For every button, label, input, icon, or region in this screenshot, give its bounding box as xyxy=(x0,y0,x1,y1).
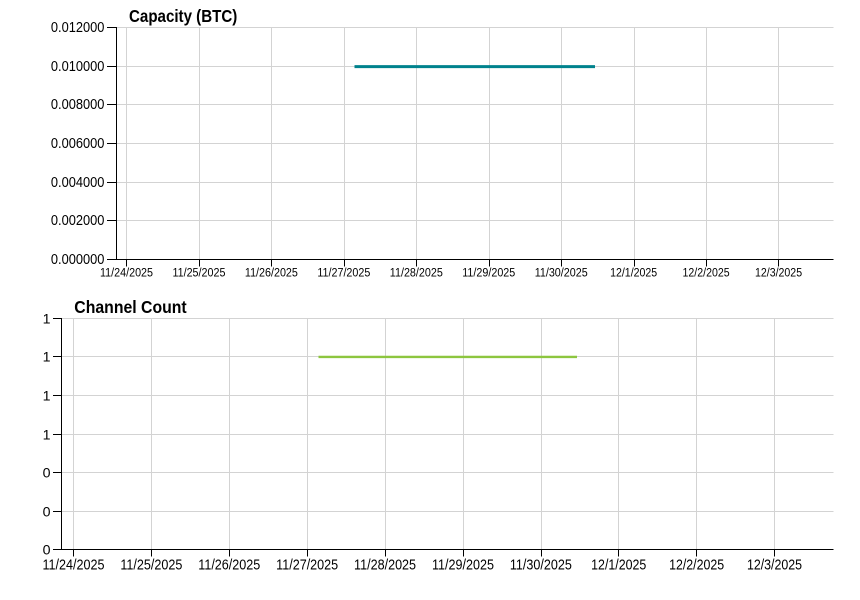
svg-text:0: 0 xyxy=(43,504,51,520)
svg-text:12/3/2025: 12/3/2025 xyxy=(755,267,802,279)
svg-text:0.000000: 0.000000 xyxy=(51,252,105,268)
svg-text:11/26/2025: 11/26/2025 xyxy=(245,267,298,279)
svg-text:11/28/2025: 11/28/2025 xyxy=(354,557,416,573)
svg-text:11/26/2025: 11/26/2025 xyxy=(198,557,260,573)
svg-text:0.008000: 0.008000 xyxy=(51,97,105,113)
svg-text:12/2/2025: 12/2/2025 xyxy=(683,267,730,279)
svg-text:11/28/2025: 11/28/2025 xyxy=(390,267,443,279)
svg-text:1: 1 xyxy=(43,427,51,443)
svg-text:11/24/2025: 11/24/2025 xyxy=(43,557,105,573)
svg-text:0.002000: 0.002000 xyxy=(51,213,105,229)
svg-text:0.010000: 0.010000 xyxy=(51,59,105,75)
svg-text:11/30/2025: 11/30/2025 xyxy=(535,267,588,279)
svg-text:Channel Count: Channel Count xyxy=(74,297,187,317)
svg-text:0: 0 xyxy=(43,465,51,481)
svg-text:0.004000: 0.004000 xyxy=(51,175,105,191)
svg-text:1: 1 xyxy=(43,349,51,365)
svg-text:12/1/2025: 12/1/2025 xyxy=(610,267,657,279)
svg-text:0.006000: 0.006000 xyxy=(51,136,105,152)
svg-text:11/29/2025: 11/29/2025 xyxy=(432,557,494,573)
svg-text:12/2/2025: 12/2/2025 xyxy=(669,557,724,573)
svg-text:12/3/2025: 12/3/2025 xyxy=(747,557,802,573)
svg-text:11/25/2025: 11/25/2025 xyxy=(120,557,182,573)
svg-text:11/27/2025: 11/27/2025 xyxy=(276,557,338,573)
svg-text:11/27/2025: 11/27/2025 xyxy=(317,267,370,279)
svg-text:11/29/2025: 11/29/2025 xyxy=(462,267,515,279)
svg-text:1: 1 xyxy=(43,311,51,327)
svg-text:Capacity (BTC): Capacity (BTC) xyxy=(129,6,237,26)
svg-text:12/1/2025: 12/1/2025 xyxy=(591,557,646,573)
svg-text:11/25/2025: 11/25/2025 xyxy=(172,267,225,279)
svg-text:11/30/2025: 11/30/2025 xyxy=(510,557,572,573)
svg-text:1: 1 xyxy=(43,388,51,404)
svg-text:0: 0 xyxy=(43,542,51,558)
svg-text:11/24/2025: 11/24/2025 xyxy=(100,267,153,279)
svg-text:0.012000: 0.012000 xyxy=(51,20,105,36)
